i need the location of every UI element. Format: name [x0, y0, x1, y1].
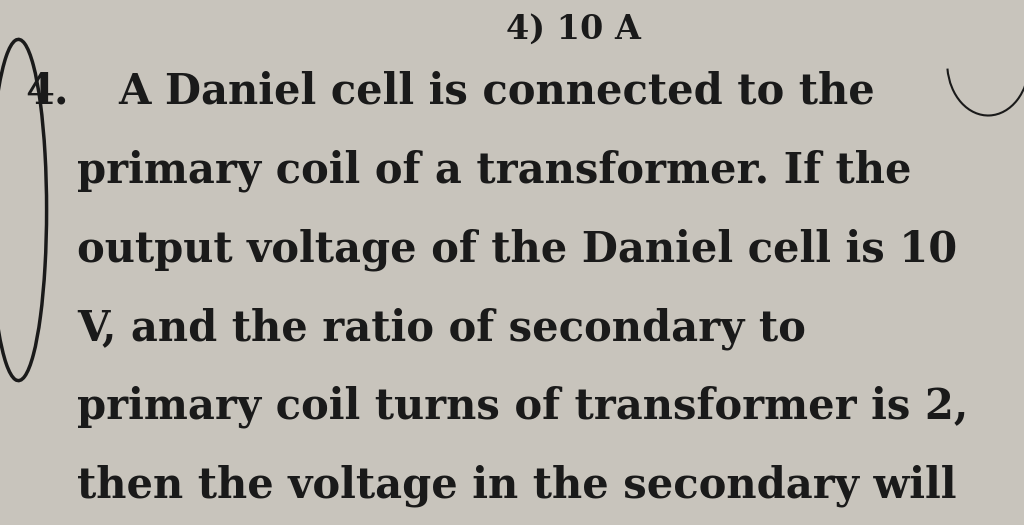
Text: primary coil turns of transformer is 2,: primary coil turns of transformer is 2,: [77, 386, 968, 428]
Text: V, and the ratio of secondary to: V, and the ratio of secondary to: [77, 307, 806, 350]
Text: 4) 10 A: 4) 10 A: [506, 13, 641, 46]
Text: primary coil of a transformer. If the: primary coil of a transformer. If the: [77, 150, 911, 192]
Text: then the voltage in the secondary will: then the voltage in the secondary will: [77, 465, 956, 507]
Text: A Daniel cell is connected to the: A Daniel cell is connected to the: [118, 71, 874, 113]
Text: 4.: 4.: [26, 71, 69, 113]
Text: output voltage of the Daniel cell is 10: output voltage of the Daniel cell is 10: [77, 228, 957, 271]
